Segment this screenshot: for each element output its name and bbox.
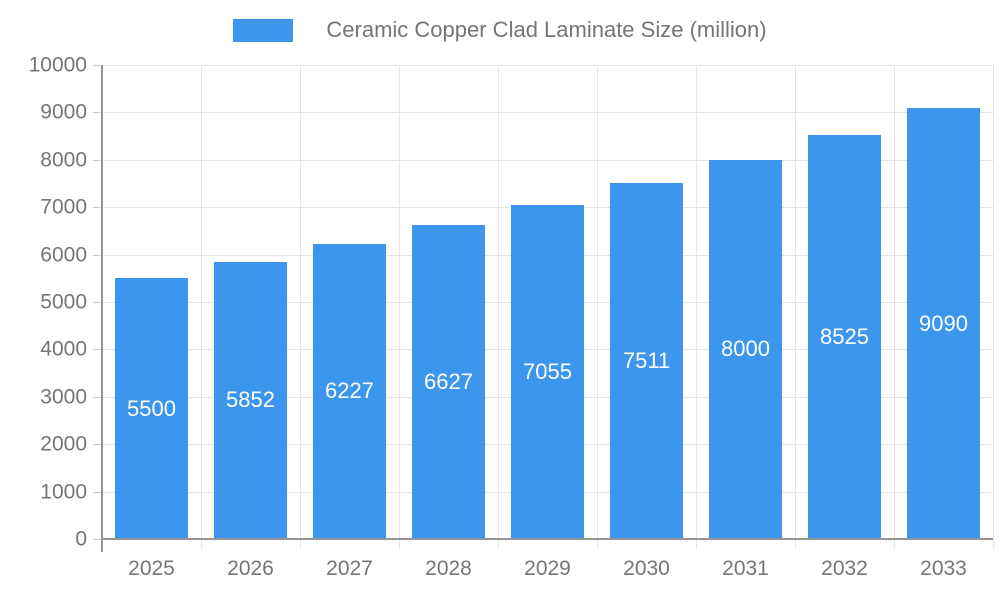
- y-axis-tick: [93, 112, 102, 114]
- bar-2033[interactable]: 9090: [907, 108, 980, 539]
- y-axis-line: [101, 65, 103, 552]
- bar-value-label: 7511: [622, 347, 671, 373]
- x-axis-tick-label: 2033: [920, 557, 967, 580]
- y-axis-tick: [93, 159, 102, 161]
- y-gridline: [102, 159, 993, 161]
- bar-2025[interactable]: 5500: [115, 278, 188, 539]
- x-gridline: [894, 65, 895, 549]
- x-gridline: [696, 65, 697, 549]
- y-axis-tick: [93, 207, 102, 209]
- bar-value-label: 5852: [226, 387, 275, 413]
- y-axis-tick: [93, 302, 102, 303]
- bar-value-label: 5500: [127, 395, 176, 421]
- x-gridline: [993, 65, 994, 549]
- x-axis-tick-label: 2028: [425, 557, 472, 580]
- y-axis-tick-label: 1000: [40, 480, 87, 504]
- bar-value-label: 8525: [820, 323, 869, 349]
- y-axis-tick: [93, 349, 102, 351]
- x-gridline: [498, 65, 499, 549]
- x-axis-tick-label: 2032: [821, 557, 868, 580]
- x-axis-tick-label: 2026: [227, 557, 274, 580]
- y-axis-tick-label: 3000: [40, 385, 87, 409]
- bar-2029[interactable]: 7055: [511, 204, 584, 539]
- bar-2026[interactable]: 5852: [214, 261, 287, 539]
- y-axis-tick-label: 5000: [40, 290, 87, 314]
- legend-swatch[interactable]: [233, 18, 294, 42]
- y-axis-tick-label: 2000: [40, 432, 87, 456]
- y-axis-tick: [93, 444, 102, 446]
- y-axis-tick: [93, 396, 102, 398]
- bar-value-label: 6627: [424, 368, 473, 394]
- x-axis-tick-label: 2027: [326, 557, 373, 580]
- x-gridline: [597, 65, 598, 549]
- x-gridline: [300, 65, 301, 549]
- y-axis-tick-label: 4000: [40, 337, 87, 361]
- y-axis-tick: [93, 491, 102, 493]
- y-axis-tick-label: 10000: [28, 53, 87, 77]
- y-axis-tick-label: 6000: [40, 243, 87, 267]
- y-axis-tick-label: 8000: [40, 148, 87, 172]
- bar-2028[interactable]: 6627: [412, 224, 485, 539]
- plot-area: 0 1000 2000 3000 4000 5000 6000 7000 8000 9000 100…: [29, 55, 994, 579]
- x-axis-tick-label: 2030: [623, 557, 670, 580]
- bar-value-label: 9090: [919, 310, 968, 336]
- x-gridline: [201, 65, 202, 549]
- y-axis-tick: [93, 539, 102, 540]
- x-axis-tick-label: 2025: [128, 557, 175, 580]
- y-axis-tick-label: 0: [75, 527, 87, 551]
- chart-legend[interactable]: Ceramic Copper Clad Laminate Size (milli…: [0, 17, 1000, 43]
- y-axis-tick: [93, 65, 102, 66]
- x-axis-line: [102, 538, 993, 540]
- bar-value-label: 8000: [721, 336, 770, 362]
- y-axis-tick-label: 7000: [40, 195, 87, 219]
- bar-value-label: 6227: [325, 378, 374, 404]
- bar-2030[interactable]: 7511: [610, 182, 683, 539]
- bar-2027[interactable]: 6227: [313, 243, 386, 539]
- y-gridline: [102, 112, 993, 114]
- bar-2031[interactable]: 8000: [709, 159, 782, 539]
- legend-label: Ceramic Copper Clad Laminate Size (milli…: [326, 17, 767, 42]
- y-axis-tick-label: 9000: [40, 100, 87, 124]
- bar-value-label: 7055: [523, 358, 572, 384]
- bar-2032[interactable]: 8525: [808, 134, 881, 539]
- x-gridline: [795, 65, 796, 549]
- x-axis-tick-label: 2029: [524, 557, 571, 580]
- x-axis-tick-label: 2031: [722, 557, 769, 580]
- y-axis-tick: [93, 254, 102, 256]
- x-gridline: [399, 65, 400, 549]
- y-gridline: [102, 65, 993, 66]
